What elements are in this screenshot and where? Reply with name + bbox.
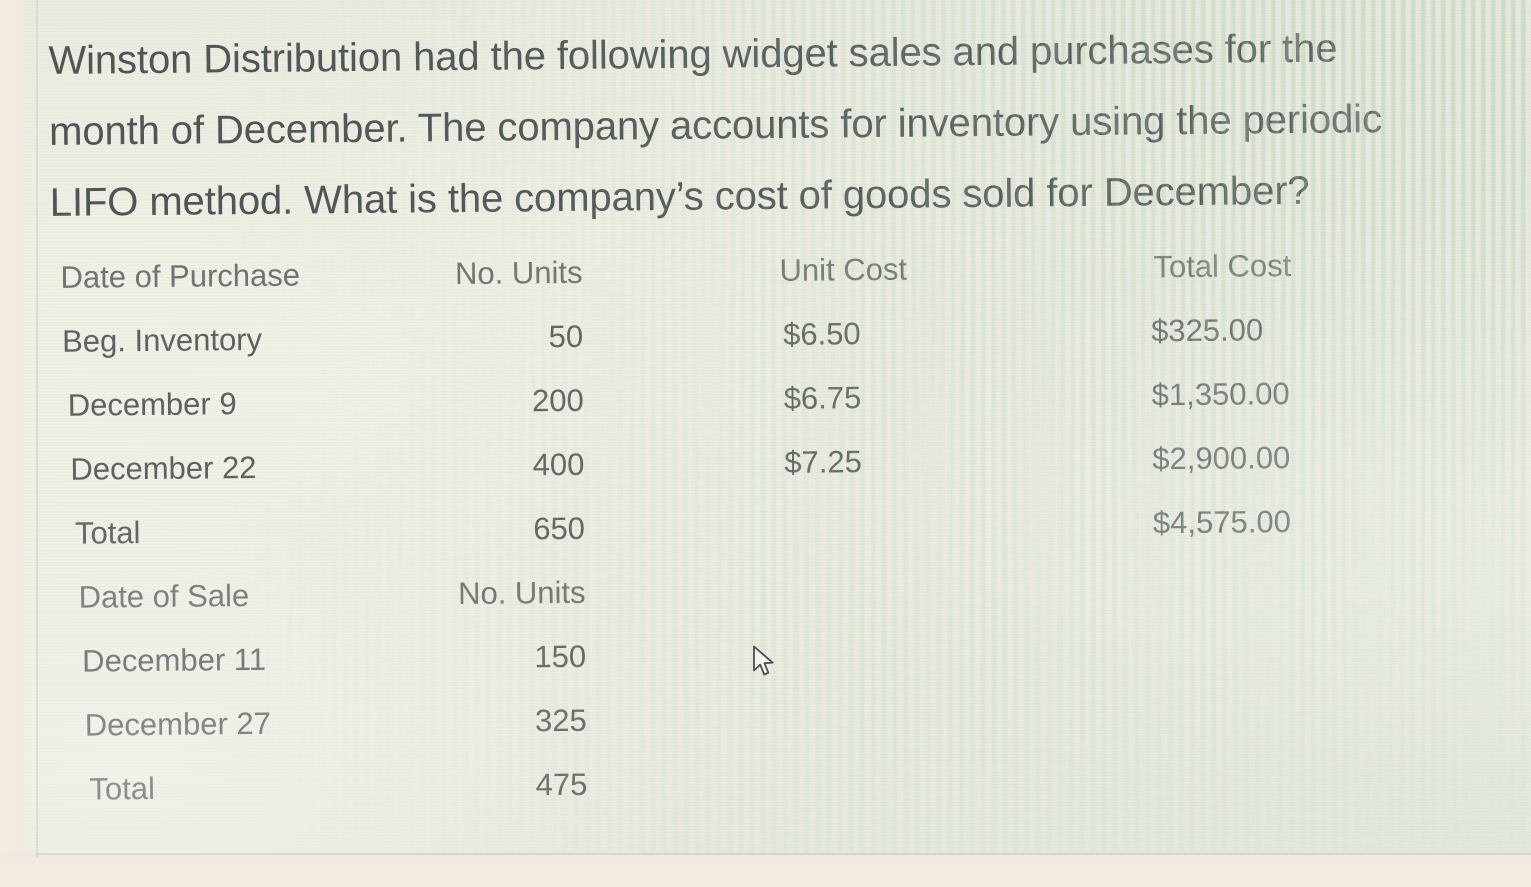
page-margin-bottom	[0, 854, 1531, 887]
row-units: 400	[532, 446, 585, 483]
column-header-date-of-sale: Date of Sale	[78, 578, 250, 615]
row-label: Total	[89, 770, 156, 807]
row-label: Beg. Inventory	[61, 321, 263, 359]
page-margin-left	[0, 0, 24, 887]
card-bottom-edge	[36, 853, 1531, 855]
row-units: 50	[548, 318, 584, 355]
row-unit-cost: $7.25	[784, 444, 863, 480]
card-content: Winston Distribution had the following w…	[0, 12, 1531, 837]
question-text: Winston Distribution had the following w…	[48, 12, 1531, 239]
column-header-total-cost: Total Cost	[1153, 248, 1292, 285]
row-units: 475	[535, 766, 588, 803]
row-unit-cost: $6.50	[782, 316, 861, 352]
row-unit-cost: $6.75	[783, 380, 862, 416]
row-total-cost: $325.00	[1150, 312, 1264, 349]
question-card	[0, 0, 1531, 858]
row-label: December 11	[82, 641, 267, 679]
column-header-unit-cost: Unit Cost	[779, 251, 908, 288]
row-total-cost: $1,350.00	[1151, 376, 1290, 413]
table-row-sales-total: Total 475	[3, 758, 1531, 837]
row-label: December 22	[70, 449, 257, 487]
row-total-cost: $4,575.00	[1152, 504, 1292, 541]
row-label: December 9	[67, 386, 237, 423]
column-header-no-units: No. Units	[457, 574, 586, 612]
row-label: Total	[74, 515, 141, 551]
row-units: 200	[531, 382, 584, 419]
row-label: December 27	[84, 705, 272, 743]
inventory-table: Date of Purchase No. Units Unit Cost Tot…	[0, 246, 1531, 837]
card-left-edge	[36, 0, 38, 858]
column-header-date-of-purchase: Date of Purchase	[60, 257, 301, 295]
row-total-cost: $2,900.00	[1152, 440, 1291, 477]
question-line-3: LIFO method. What is the company’s cost …	[49, 168, 1310, 225]
row-units: 650	[533, 510, 586, 547]
row-units: 325	[534, 702, 587, 739]
row-units: 150	[534, 638, 587, 675]
column-header-no-units: No. Units	[454, 254, 583, 292]
